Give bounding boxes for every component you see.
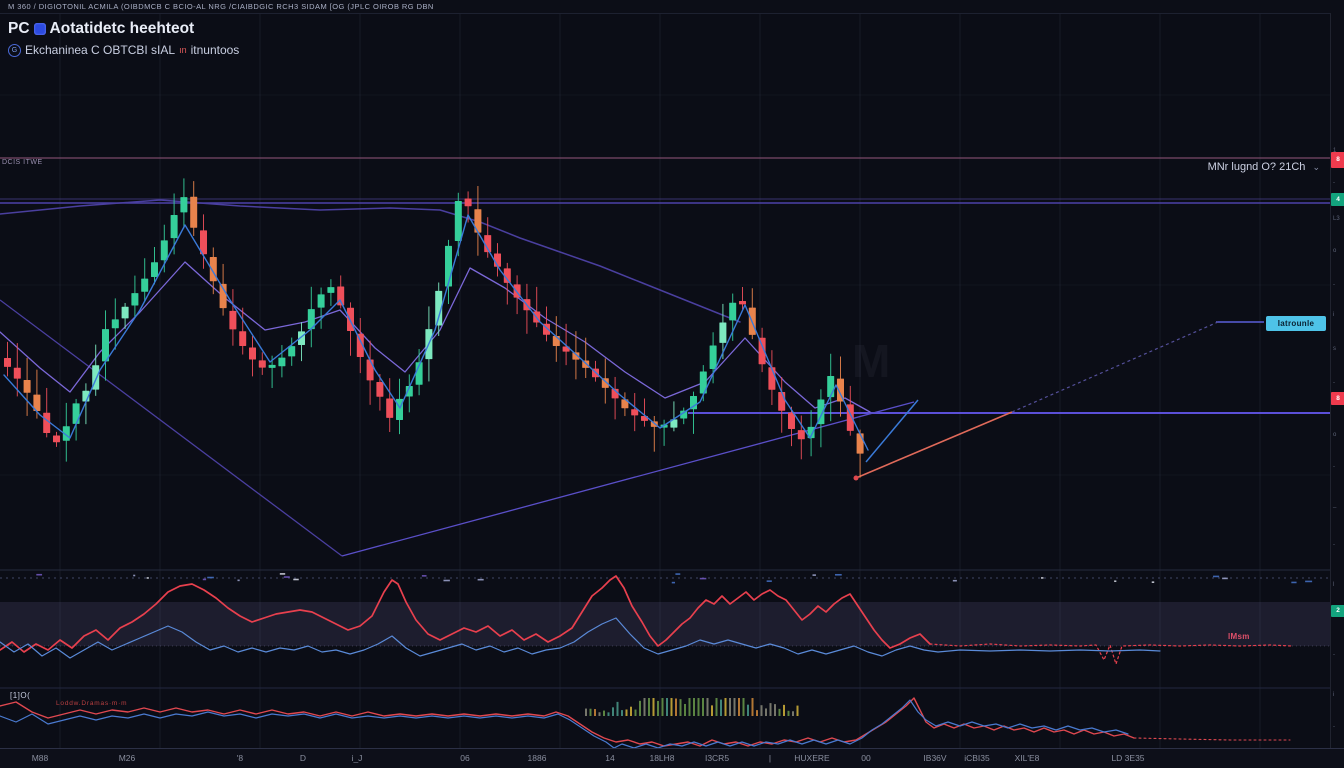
time-axis-label: I3CR5 bbox=[704, 753, 730, 763]
time-axis-label: IB36V bbox=[923, 753, 947, 763]
symbol-title[interactable]: Aotatidetc heehteot bbox=[49, 20, 195, 37]
price-tick-label: - bbox=[1333, 380, 1335, 386]
chart-canvas[interactable] bbox=[0, 0, 1330, 748]
rsi-annotation: lMsm bbox=[1228, 632, 1250, 641]
exchange-globe-icon: G bbox=[8, 43, 21, 57]
time-axis-label: '8 bbox=[236, 753, 244, 763]
price-badge[interactable]: 8 bbox=[1331, 152, 1344, 168]
time-axis-label: 18LH8 bbox=[649, 753, 675, 763]
indicator2-label[interactable]: [1]O( bbox=[10, 691, 31, 700]
time-axis-label: M26 bbox=[118, 753, 136, 763]
price-tick-label: o bbox=[1333, 248, 1337, 254]
trend-desc bbox=[0, 299, 343, 557]
price-scale[interactable]: 1 - L3 o - i s - o - _ - l - i - 8 4 8 2 bbox=[1330, 13, 1344, 748]
price-tick-label: - bbox=[1333, 464, 1335, 470]
symbol-logo-icon bbox=[33, 23, 46, 35]
symbol-prefix: PC bbox=[8, 20, 30, 37]
trend-asc bbox=[341, 401, 915, 557]
symbol-title-row: PC Aotatidetc heehteot bbox=[8, 20, 428, 38]
moving-averages-over bbox=[3, 214, 869, 451]
price-alert-tag[interactable]: Iatrounle bbox=[1266, 316, 1326, 331]
time-axis-label: LD 3E35 bbox=[1111, 753, 1145, 763]
time-axis-label: 00 bbox=[861, 753, 871, 763]
price-badge[interactable]: 8 bbox=[1331, 392, 1344, 405]
trend-blue-short bbox=[865, 399, 919, 463]
trendlines bbox=[0, 299, 1219, 557]
trend-proj bbox=[1011, 321, 1219, 413]
time-axis-label: XIL'E8 bbox=[1014, 753, 1040, 763]
price-tick-label: - bbox=[1333, 652, 1335, 658]
price-tick-label: - bbox=[1333, 180, 1335, 186]
candles bbox=[4, 178, 864, 478]
level-label: DCIS ITWE bbox=[2, 159, 43, 166]
gridlines bbox=[0, 14, 1330, 748]
price-tick-label: o bbox=[1333, 432, 1337, 438]
time-axis-label: M88 bbox=[31, 753, 49, 763]
time-axis-label: HUXERE bbox=[794, 753, 830, 763]
price-tick-label: _ bbox=[1333, 502, 1337, 508]
moving-averages-under bbox=[0, 199, 871, 413]
time-axis-label: 1886 bbox=[527, 753, 547, 763]
time-axis-label: 06 bbox=[460, 753, 470, 763]
timeframe-label: MNr lugnd O? 21Ch bbox=[1207, 161, 1306, 173]
top-menu-strip[interactable]: M 360 / DIGIOTONIL ACMILA (OIBDMCB C BCI… bbox=[0, 0, 1344, 14]
symbol-subtitle: Ekchaninea C OBTCBI sIAL bbox=[25, 43, 176, 57]
time-axis-label: 14 bbox=[605, 753, 615, 763]
indicator-bands bbox=[0, 602, 1330, 646]
subtitle-accent: ın bbox=[179, 45, 187, 55]
timeframe-dropdown[interactable]: MNr lugnd O? 21Ch ⌄ bbox=[1148, 161, 1320, 173]
time-axis-label: i_J bbox=[351, 753, 363, 763]
price-tick-label: 1 bbox=[1333, 148, 1337, 154]
price-tick-label: i bbox=[1333, 312, 1335, 318]
signal-dot bbox=[853, 475, 859, 481]
chevron-down-icon: ⌄ bbox=[1312, 162, 1320, 172]
trend-orange bbox=[855, 411, 1013, 479]
price-tick-label: - bbox=[1333, 542, 1335, 548]
indicator2-annotation: Loddw.Dramas·m·m bbox=[56, 700, 128, 707]
price-tick-label: i bbox=[1333, 692, 1335, 698]
price-tick-label: - bbox=[1333, 282, 1335, 288]
symbol-header: PC Aotatidetc heehteot G Ekchaninea C OB… bbox=[8, 20, 428, 57]
price-badge[interactable]: 4 bbox=[1331, 193, 1344, 206]
price-tick-label: s bbox=[1333, 346, 1336, 352]
symbol-subtitle-row: G Ekchaninea C OBTCBI sIAL ın itnuntoos bbox=[8, 43, 428, 57]
price-tick-label: L3 bbox=[1333, 216, 1340, 222]
time-axis-label: iCBI35 bbox=[964, 753, 990, 763]
chart-watermark: M bbox=[852, 335, 891, 387]
time-axis-label: D bbox=[299, 753, 307, 763]
price-tick-label: - bbox=[1333, 724, 1335, 730]
oscillator-panel bbox=[0, 697, 1291, 748]
panel-separators bbox=[0, 569, 1330, 689]
symbol-subtitle-2: itnuntoos bbox=[190, 43, 240, 57]
menu-strip-text: M 360 / DIGIOTONIL ACMILA (OIBDMCB C BCI… bbox=[8, 2, 434, 11]
horizontal-levels bbox=[0, 157, 1330, 414]
rsi-panel bbox=[0, 573, 1313, 665]
price-badge[interactable]: 2 bbox=[1331, 605, 1344, 617]
price-tick-label: l bbox=[1333, 582, 1335, 588]
time-axis-label: | bbox=[768, 753, 772, 763]
